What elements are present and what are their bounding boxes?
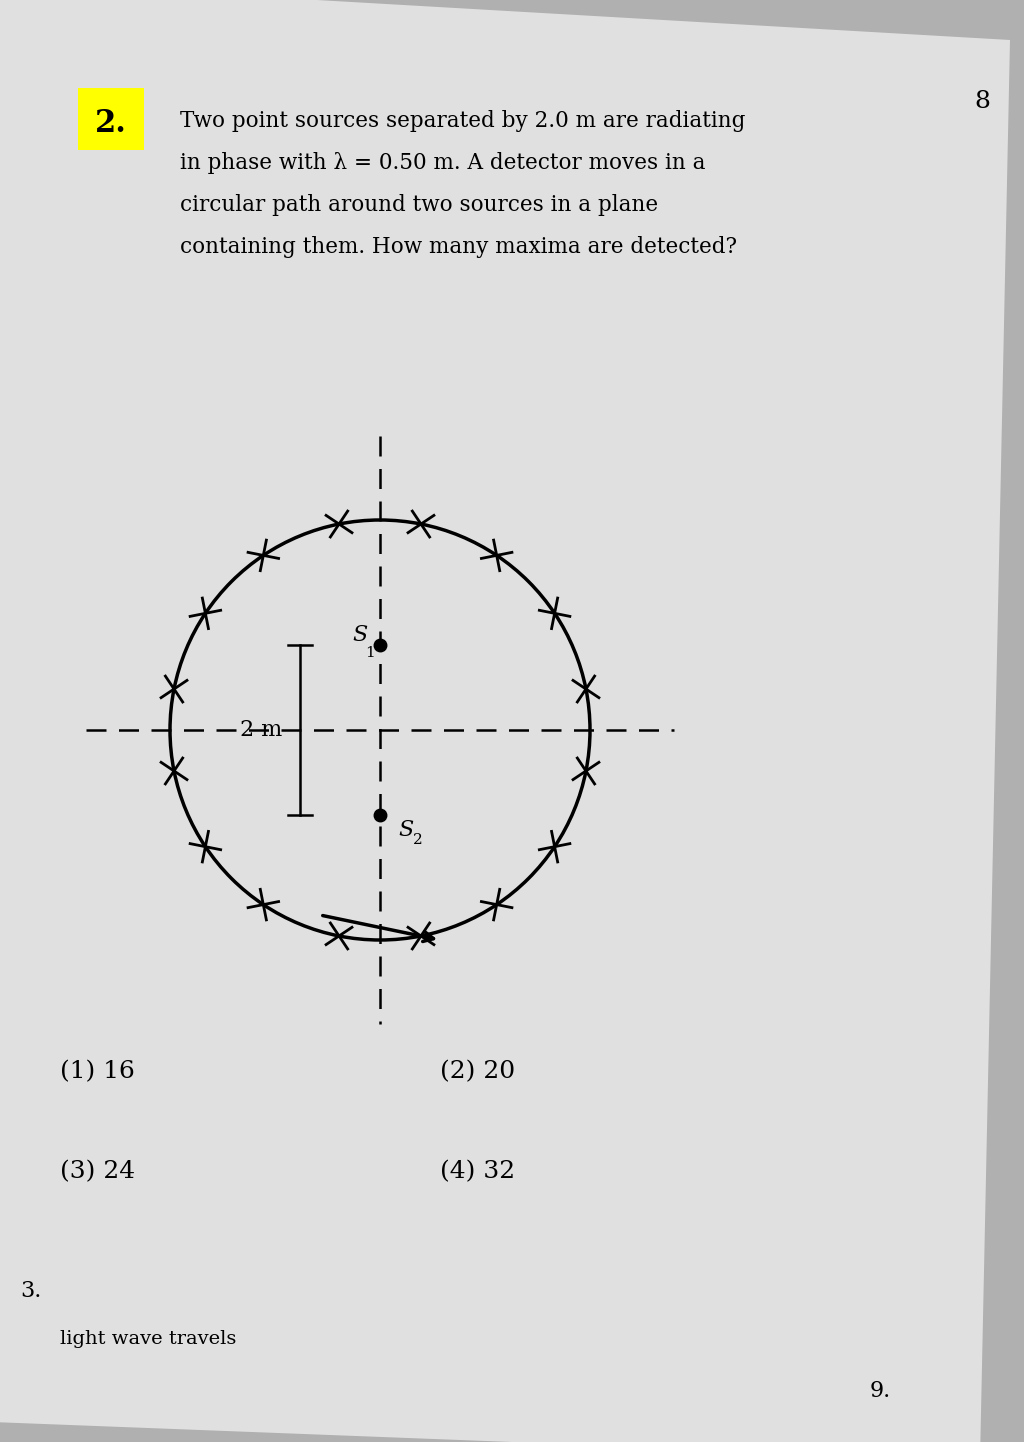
Text: 2: 2 bbox=[413, 833, 423, 846]
Text: 8: 8 bbox=[974, 89, 990, 112]
Text: 2.: 2. bbox=[95, 108, 127, 138]
Text: (1) 16: (1) 16 bbox=[60, 1060, 135, 1083]
Text: Two point sources separated by 2.0 m are radiating: Two point sources separated by 2.0 m are… bbox=[180, 110, 745, 133]
Text: (4) 32: (4) 32 bbox=[440, 1159, 515, 1182]
Text: (2) 20: (2) 20 bbox=[440, 1060, 515, 1083]
Text: 1: 1 bbox=[366, 646, 375, 660]
Text: circular path around two sources in a plane: circular path around two sources in a pl… bbox=[180, 195, 658, 216]
Text: S: S bbox=[398, 819, 414, 841]
Text: (3) 24: (3) 24 bbox=[60, 1159, 135, 1182]
Text: light wave travels: light wave travels bbox=[60, 1330, 237, 1348]
Text: 3.: 3. bbox=[20, 1280, 41, 1302]
Text: S: S bbox=[352, 624, 368, 646]
Text: 9.: 9. bbox=[870, 1380, 891, 1402]
Text: in phase with λ = 0.50 m. A detector moves in a: in phase with λ = 0.50 m. A detector mov… bbox=[180, 151, 706, 174]
Text: 2 m: 2 m bbox=[240, 720, 282, 741]
FancyBboxPatch shape bbox=[78, 88, 144, 150]
Text: containing them. How many maxima are detected?: containing them. How many maxima are det… bbox=[180, 236, 737, 258]
